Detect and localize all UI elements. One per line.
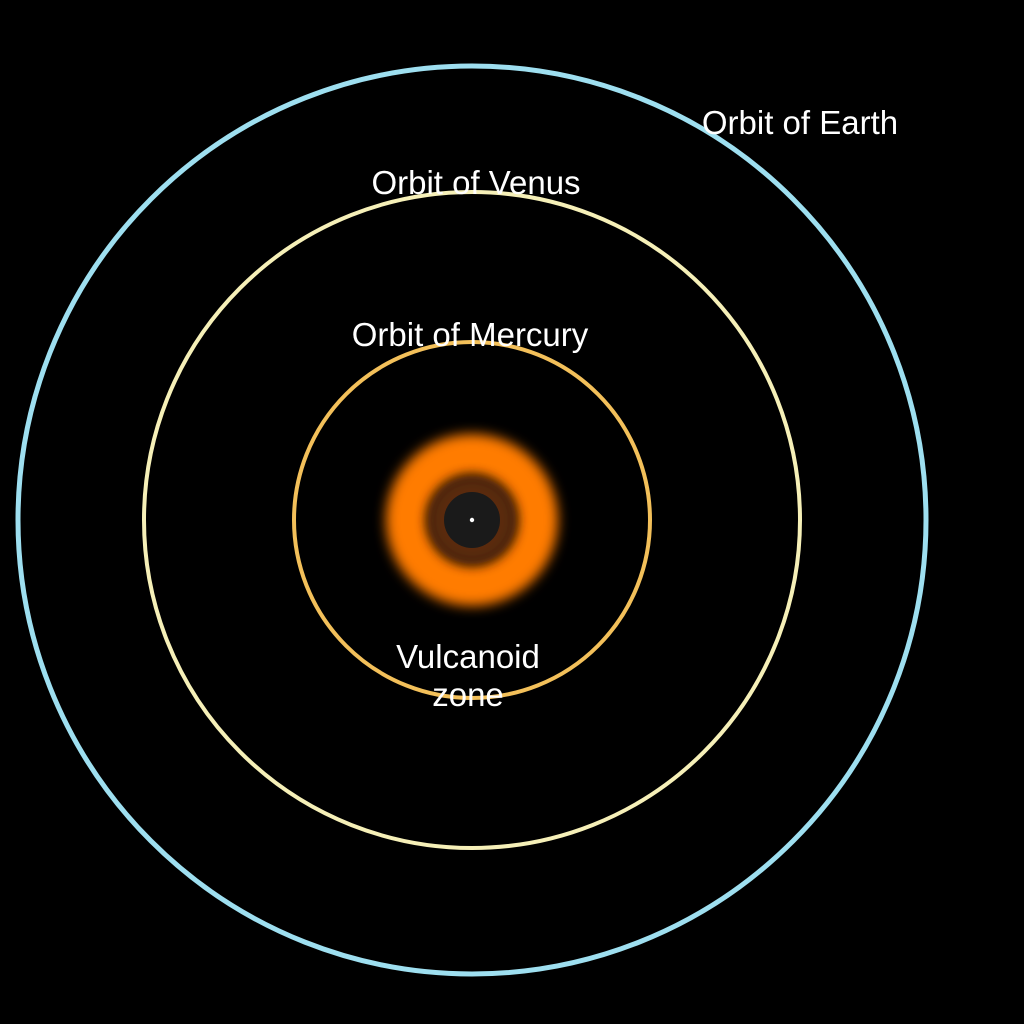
label-earth-orbit: Orbit of Earth xyxy=(702,104,898,142)
label-venus-orbit: Orbit of Venus xyxy=(371,164,580,202)
label-vulcanoid-zone: Vulcanoidzone xyxy=(396,638,540,714)
orbit-diagram: Orbit of Earth Orbit of Venus Orbit of M… xyxy=(0,0,1024,1024)
sun-dot xyxy=(470,518,474,522)
orbit-svg xyxy=(0,0,1024,1024)
label-mercury-orbit: Orbit of Mercury xyxy=(352,316,589,354)
